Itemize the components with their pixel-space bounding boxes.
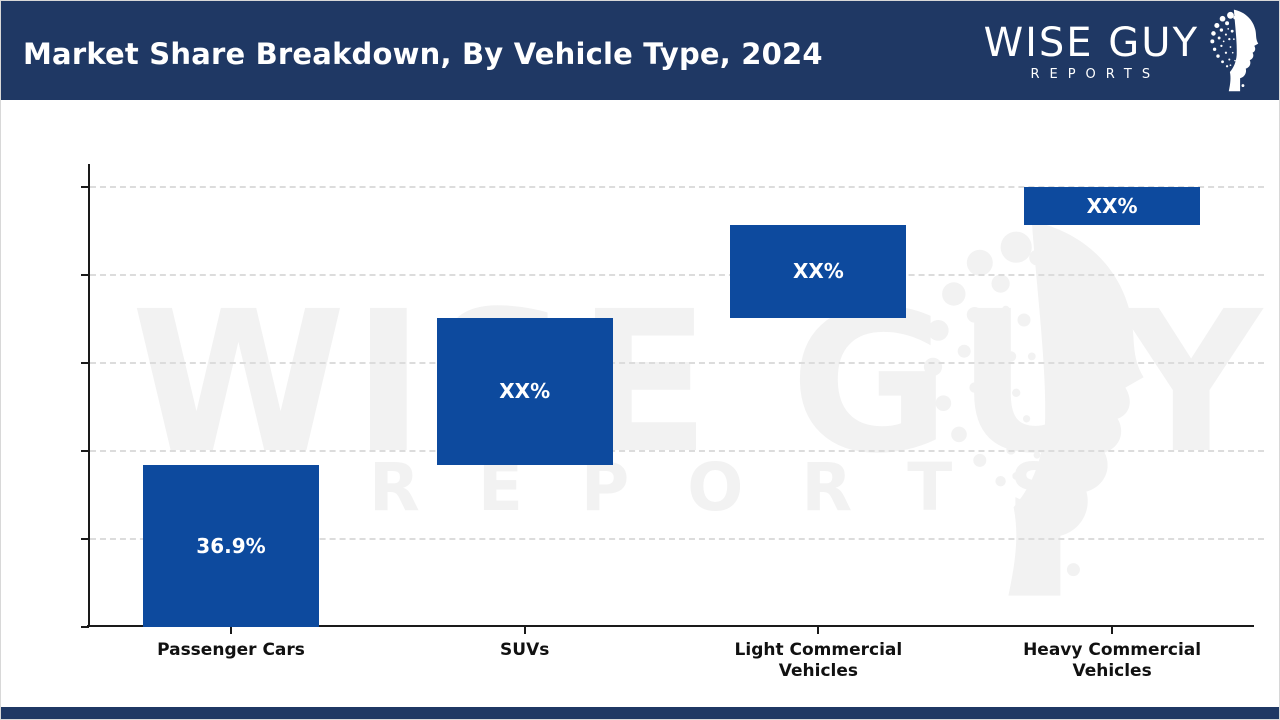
gridline-20	[90, 538, 1264, 540]
x-axis-tick-mark	[817, 627, 820, 634]
bar-value-label: XX%	[792, 259, 844, 284]
logo-wordmark: WISE GUY	[983, 19, 1199, 66]
category-label: SUVs	[500, 640, 550, 660]
y-axis-tick-mark	[81, 362, 89, 364]
y-axis-tick-mark	[81, 450, 89, 452]
bar-value-label: XX%	[1086, 193, 1138, 218]
x-axis-tick-mark	[523, 627, 526, 634]
y-axis-tick-mark	[81, 538, 89, 540]
bar-value-label: XX%	[499, 379, 551, 404]
gridline-80	[90, 274, 1264, 276]
brand-logo-text: WISE GUY REPORTS	[984, 21, 1199, 82]
brand-logo: WISE GUY REPORTS	[984, 5, 1269, 97]
x-axis-tick-mark	[1111, 627, 1114, 634]
y-axis-tick-mark	[81, 626, 89, 628]
gridline-40	[90, 450, 1264, 452]
x-axis-line	[87, 625, 1254, 627]
logo-face-icon	[1210, 9, 1259, 92]
bar-value-label: 36.9%	[196, 533, 266, 558]
gridline-60	[90, 362, 1264, 364]
x-axis-tick-mark	[230, 627, 232, 634]
gridline-100	[90, 186, 1264, 188]
y-axis-line	[88, 164, 90, 627]
bar-3: XX%	[730, 224, 907, 319]
y-axis-tick-mark	[81, 186, 89, 188]
chart-title: Market Share Breakdown, By Vehicle Type,…	[23, 37, 823, 71]
bar-1: 36.9%	[143, 464, 319, 627]
y-axis-tick-mark	[81, 274, 89, 276]
footer-bar	[1, 707, 1279, 719]
bar-2: XX%	[436, 318, 613, 465]
category-label: Light Commercial Vehicles	[734, 640, 903, 681]
category-label: Heavy Commercial Vehicles	[1023, 640, 1202, 681]
category-label: Passenger Cars	[157, 640, 305, 660]
logo-subtext: REPORTS	[1030, 66, 1161, 82]
header-bar: Market Share Breakdown, By Vehicle Type,…	[1, 1, 1279, 100]
bar-4: XX%	[1024, 187, 1201, 225]
